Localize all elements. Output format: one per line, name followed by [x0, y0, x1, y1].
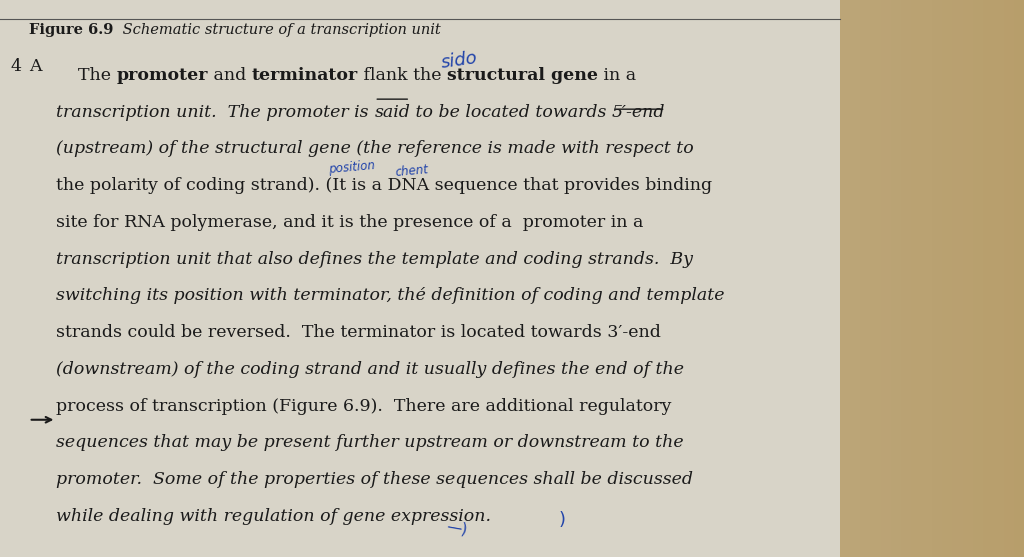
Text: terminator: terminator [252, 67, 358, 84]
Text: promoter: promoter [117, 67, 208, 84]
Text: promoter.  Some of the properties of these sequences shall be discussed: promoter. Some of the properties of thes… [56, 471, 693, 488]
Text: to be located towards: to be located towards [411, 104, 612, 121]
Text: The: The [56, 67, 117, 84]
Text: sequences that may be present further upstream or downstream to the: sequences that may be present further up… [56, 434, 684, 452]
Text: switching its position with terminator, thé definition of coding and template: switching its position with terminator, … [56, 287, 725, 305]
Text: —): —) [445, 519, 469, 538]
Text: structural gene: structural gene [447, 67, 598, 84]
Text: transcription unit.  The promoter is: transcription unit. The promoter is [56, 104, 375, 121]
FancyBboxPatch shape [0, 0, 840, 557]
Text: flank the: flank the [358, 67, 447, 84]
Text: position: position [328, 159, 376, 177]
Text: and: and [208, 67, 252, 84]
Text: sido: sido [440, 49, 479, 72]
Text: (upstream) of the structural gene (the reference is made with respect to: (upstream) of the structural gene (the r… [56, 140, 694, 158]
Text: process of transcription (Figure 6.9).  There are additional regulatory: process of transcription (Figure 6.9). T… [56, 398, 672, 415]
Text: Figure 6.9: Figure 6.9 [29, 23, 113, 37]
Text: A: A [29, 58, 41, 76]
Text: ): ) [558, 511, 565, 529]
Text: said: said [375, 104, 411, 121]
Text: in a: in a [598, 67, 637, 84]
Text: transcription unit that also defines the template and coding strands.  By: transcription unit that also defines the… [56, 251, 693, 268]
Text: (downstream) of the coding strand and it usually defines the end of the: (downstream) of the coding strand and it… [56, 361, 684, 378]
Text: chent: chent [394, 163, 429, 179]
Text: strands could be reversed.  The terminator is located towards 3′-end: strands could be reversed. The terminato… [56, 324, 662, 341]
Text: while dealing with regulation of gene expression.: while dealing with regulation of gene ex… [56, 508, 492, 525]
Text: 5′-end: 5′-end [612, 104, 666, 121]
Text: the polarity of coding strand). (It is a DNA sequence that provides binding: the polarity of coding strand). (It is a… [56, 177, 713, 194]
Text: 4: 4 [10, 58, 22, 76]
Text: Schematic structure of a transcription unit: Schematic structure of a transcription u… [118, 23, 440, 37]
Text: site for RNA polymerase, and it is the presence of a  promoter in a: site for RNA polymerase, and it is the p… [56, 214, 644, 231]
